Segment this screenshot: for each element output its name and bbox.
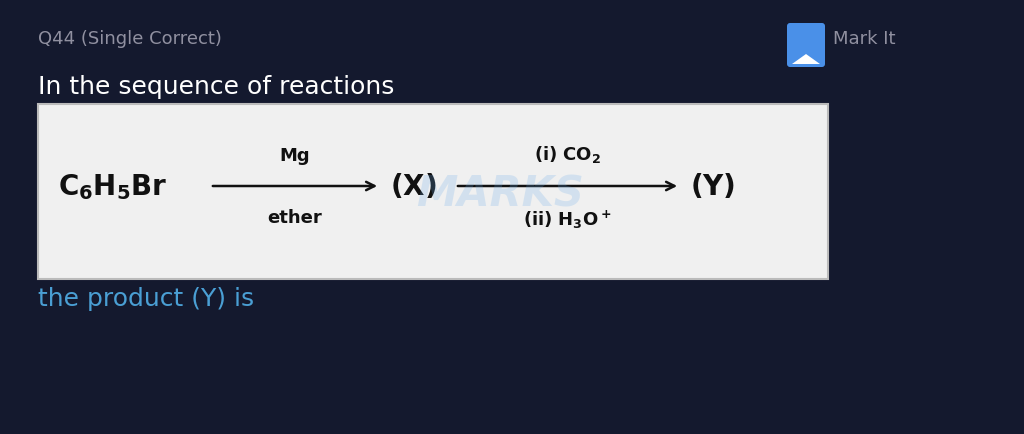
Text: ether: ether (267, 208, 323, 227)
Polygon shape (792, 55, 820, 65)
Text: $\mathbf{(ii)\ H_3O^+}$: $\mathbf{(ii)\ H_3O^+}$ (523, 208, 611, 231)
Text: Mark It: Mark It (833, 30, 896, 48)
Text: $\mathbf{C_6H_5Br}$: $\mathbf{C_6H_5Br}$ (58, 172, 168, 201)
FancyBboxPatch shape (38, 105, 828, 279)
Text: the product (Y) is: the product (Y) is (38, 286, 254, 310)
Text: In the sequence of reactions: In the sequence of reactions (38, 75, 394, 99)
Text: MARKS: MARKS (416, 174, 584, 216)
Text: $\mathbf{(Y)}$: $\mathbf{(Y)}$ (690, 172, 735, 201)
Text: $\mathbf{(X)}$: $\mathbf{(X)}$ (390, 172, 436, 201)
Text: Mg: Mg (280, 147, 310, 164)
Text: Q44 (Single Correct): Q44 (Single Correct) (38, 30, 222, 48)
Text: $\mathbf{(i)\ CO_2}$: $\mathbf{(i)\ CO_2}$ (535, 144, 601, 164)
FancyBboxPatch shape (787, 24, 825, 68)
